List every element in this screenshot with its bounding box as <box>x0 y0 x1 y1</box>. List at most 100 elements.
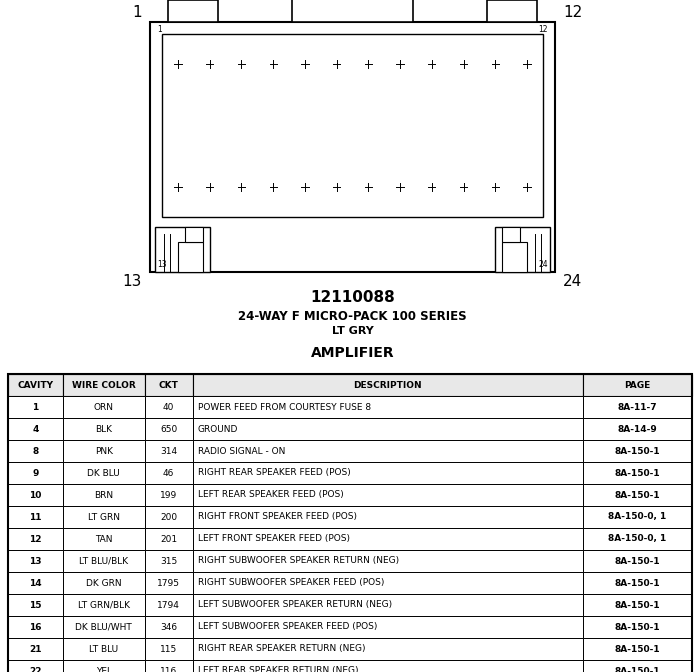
Bar <box>145 572 193 594</box>
Polygon shape <box>389 53 411 75</box>
Bar <box>145 616 193 638</box>
Bar <box>235 58 248 70</box>
Bar <box>521 58 533 70</box>
Text: 8A-150-1: 8A-150-1 <box>615 556 660 566</box>
Text: 8A-150-1: 8A-150-1 <box>615 644 660 653</box>
Bar <box>502 227 520 242</box>
Text: LEFT REAR SPEAKER RETURN (NEG): LEFT REAR SPEAKER RETURN (NEG) <box>197 667 358 672</box>
Bar <box>193 506 582 528</box>
Bar <box>235 181 248 193</box>
Bar <box>8 440 63 462</box>
Bar <box>363 58 375 70</box>
Text: LEFT FRONT SPEAKER FEED (POS): LEFT FRONT SPEAKER FEED (POS) <box>197 534 350 544</box>
Bar <box>193 660 582 672</box>
Polygon shape <box>421 53 443 75</box>
Bar <box>203 201 217 211</box>
Bar <box>193 484 582 506</box>
Bar <box>193 440 582 462</box>
Text: 15: 15 <box>29 601 41 610</box>
Text: RIGHT REAR SPEAKER FEED (POS): RIGHT REAR SPEAKER FEED (POS) <box>197 468 351 478</box>
Text: TAN: TAN <box>95 534 113 544</box>
Bar <box>204 181 216 193</box>
Bar <box>8 572 63 594</box>
Text: BRN: BRN <box>94 491 113 499</box>
Bar <box>145 396 193 418</box>
Text: 8A-150-1: 8A-150-1 <box>615 601 660 610</box>
Bar <box>267 58 279 70</box>
Polygon shape <box>230 53 253 75</box>
Text: 12: 12 <box>29 534 41 544</box>
Polygon shape <box>326 53 348 75</box>
Text: ORN: ORN <box>94 403 114 411</box>
Bar <box>8 550 63 572</box>
Bar <box>63 418 145 440</box>
Bar <box>8 638 63 660</box>
Bar <box>267 181 279 193</box>
Bar <box>582 396 692 418</box>
Polygon shape <box>199 176 220 198</box>
Bar <box>298 201 312 211</box>
Text: LT BLU/BLK: LT BLU/BLK <box>79 556 128 566</box>
Bar <box>8 660 63 672</box>
Bar <box>394 58 406 70</box>
Bar <box>145 506 193 528</box>
Polygon shape <box>199 53 220 75</box>
Text: 1794: 1794 <box>158 601 180 610</box>
Bar <box>582 594 692 616</box>
Polygon shape <box>452 53 475 75</box>
Text: CAVITY: CAVITY <box>18 380 53 390</box>
Bar <box>193 572 582 594</box>
Text: 13: 13 <box>122 274 142 289</box>
Text: 650: 650 <box>160 425 177 433</box>
Polygon shape <box>230 176 253 198</box>
Bar <box>204 58 216 70</box>
Text: 8A-14-9: 8A-14-9 <box>617 425 657 433</box>
Bar <box>162 34 543 217</box>
Text: 116: 116 <box>160 667 177 672</box>
Bar <box>425 42 439 52</box>
Bar <box>393 201 407 211</box>
Bar <box>8 484 63 506</box>
Bar <box>582 506 692 528</box>
Polygon shape <box>421 176 443 198</box>
Bar <box>63 572 145 594</box>
Bar <box>193 550 582 572</box>
Text: 1795: 1795 <box>158 579 180 587</box>
Polygon shape <box>326 176 348 198</box>
Bar <box>489 181 501 193</box>
Text: 8A-150-1: 8A-150-1 <box>615 667 660 672</box>
Text: 201: 201 <box>160 534 177 544</box>
Bar <box>8 528 63 550</box>
Bar <box>582 638 692 660</box>
Bar <box>8 506 63 528</box>
Text: YEL: YEL <box>96 667 112 672</box>
Text: 8A-150-1: 8A-150-1 <box>615 579 660 587</box>
Text: 12110088: 12110088 <box>310 290 395 305</box>
Text: RADIO SIGNAL - ON: RADIO SIGNAL - ON <box>197 446 285 456</box>
Polygon shape <box>516 53 538 75</box>
Text: LT GRN/BLK: LT GRN/BLK <box>78 601 130 610</box>
Text: LEFT REAR SPEAKER FEED (POS): LEFT REAR SPEAKER FEED (POS) <box>197 491 344 499</box>
Bar <box>185 227 203 242</box>
Bar <box>330 42 344 52</box>
Text: 40: 40 <box>163 403 174 411</box>
Bar <box>8 374 63 396</box>
Bar <box>171 201 185 211</box>
Text: GROUND: GROUND <box>197 425 238 433</box>
Bar <box>234 42 248 52</box>
Bar <box>145 638 193 660</box>
Bar <box>425 201 439 211</box>
Text: 8A-11-7: 8A-11-7 <box>617 403 657 411</box>
Bar <box>292 0 413 22</box>
Polygon shape <box>358 53 379 75</box>
Text: 8A-150-0, 1: 8A-150-0, 1 <box>608 513 666 521</box>
Bar <box>458 181 470 193</box>
Bar <box>145 440 193 462</box>
Bar <box>489 42 503 52</box>
Text: 24-WAY F MICRO-PACK 100 SERIES: 24-WAY F MICRO-PACK 100 SERIES <box>238 310 467 323</box>
Text: 8A-150-1: 8A-150-1 <box>615 468 660 478</box>
Text: 8A-150-1: 8A-150-1 <box>615 491 660 499</box>
Bar <box>145 594 193 616</box>
Bar <box>63 506 145 528</box>
Bar <box>393 42 407 52</box>
